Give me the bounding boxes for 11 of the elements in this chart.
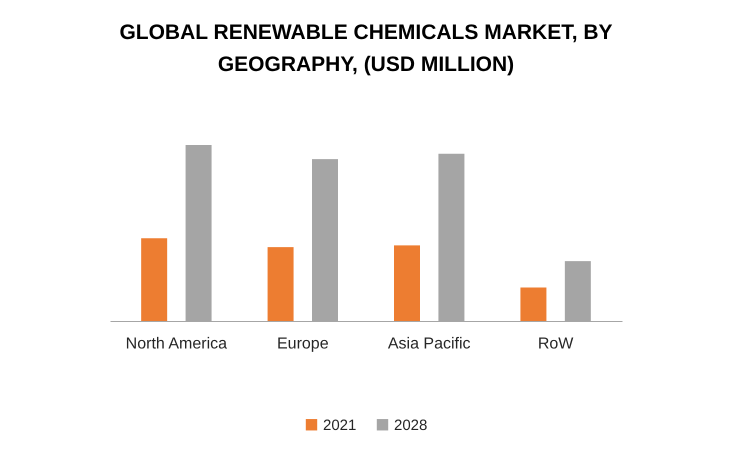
x-tick-label: RoW bbox=[538, 336, 574, 352]
x-tick-label: Asia Pacific bbox=[388, 336, 471, 352]
bar bbox=[268, 247, 294, 321]
bar bbox=[141, 238, 168, 321]
bar bbox=[520, 288, 546, 321]
bar bbox=[394, 245, 420, 321]
x-tick-label: North America bbox=[126, 336, 228, 352]
chart-title: GLOBAL RENEWABLE CHEMICALS MARKET, BY GEOGRAPHY, (USD MILLION) bbox=[119, 21, 613, 76]
legend-label: 2021 bbox=[323, 416, 356, 434]
x-tick-label: Europe bbox=[276, 336, 329, 352]
legend-label: 2028 bbox=[394, 416, 428, 434]
